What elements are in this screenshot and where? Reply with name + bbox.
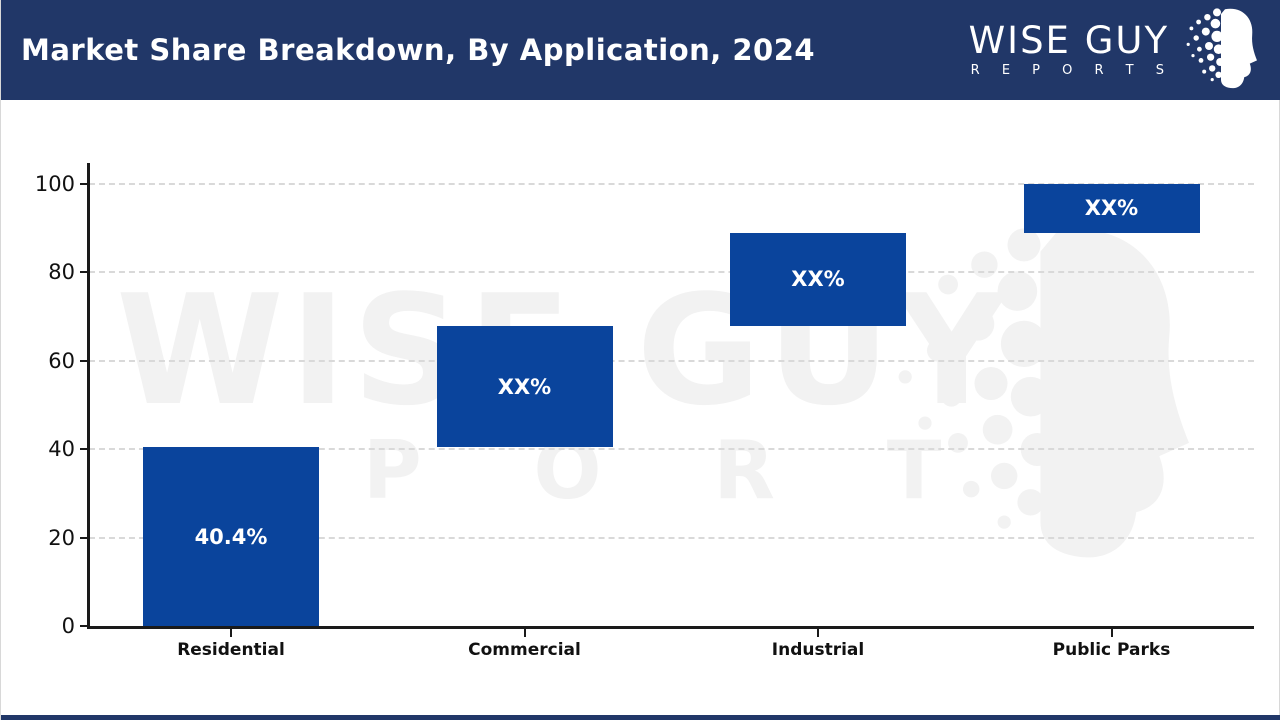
logo-head-icon <box>1186 8 1257 89</box>
x-axis-tick <box>817 628 819 637</box>
header-bar: Market Share Breakdown, By Application, … <box>1 0 1280 100</box>
y-axis-tick <box>80 183 88 185</box>
chart-plot-area: 0 20 40 60 80 100 40.4% Residential XX% Commercia… <box>1 100 1280 714</box>
x-category-label: Commercial <box>468 640 581 660</box>
y-axis-tick-label: 80 <box>48 260 75 285</box>
x-category-label: Residential <box>177 640 285 660</box>
page-title: Market Share Breakdown, By Application, … <box>21 33 816 67</box>
y-axis-tick <box>80 359 88 362</box>
gridline <box>89 271 1254 274</box>
x-axis-line <box>87 626 1254 629</box>
gridline <box>89 448 1254 451</box>
y-axis-tick-label: 0 <box>61 614 75 638</box>
logo-wordmark: WISE GUY <box>968 19 1170 63</box>
y-axis-tick <box>80 448 88 451</box>
x-axis-tick <box>1110 628 1113 637</box>
bar-value-label: XX% <box>497 374 552 399</box>
logo-subtext: R E P O R T S <box>970 62 1173 78</box>
y-axis-tick-label: 100 <box>34 172 75 196</box>
gridline <box>89 183 1254 185</box>
bar-value-label: XX% <box>791 267 845 292</box>
bar-segment: XX% <box>1023 184 1200 233</box>
bar-segment: XX% <box>730 232 906 327</box>
y-axis-tick <box>80 271 88 274</box>
y-axis-tick <box>80 625 88 627</box>
y-axis-tick-label: 60 <box>48 348 75 373</box>
x-category-label: Public Parks <box>1052 640 1171 660</box>
bar-segment: XX% <box>436 326 613 448</box>
watermark-head-icon <box>898 228 1189 558</box>
x-axis-tick <box>230 628 232 637</box>
gridline <box>89 359 1254 362</box>
bar-value-label: XX% <box>1084 196 1139 221</box>
x-axis-tick <box>523 628 526 637</box>
bar-segment: 40.4% <box>143 447 319 626</box>
bar-value-label: 40.4% <box>194 524 268 549</box>
y-axis-tick-label: 20 <box>48 525 75 550</box>
footer-bar <box>1 715 1280 720</box>
wise-guy-logo: WISE GUY R E P O R T S <box>965 6 1259 94</box>
y-axis-tick <box>80 536 88 539</box>
gridline <box>89 536 1254 539</box>
y-axis-line <box>87 163 90 628</box>
x-category-label: Industrial <box>771 640 865 660</box>
y-axis-tick-label: 40 <box>48 437 75 462</box>
